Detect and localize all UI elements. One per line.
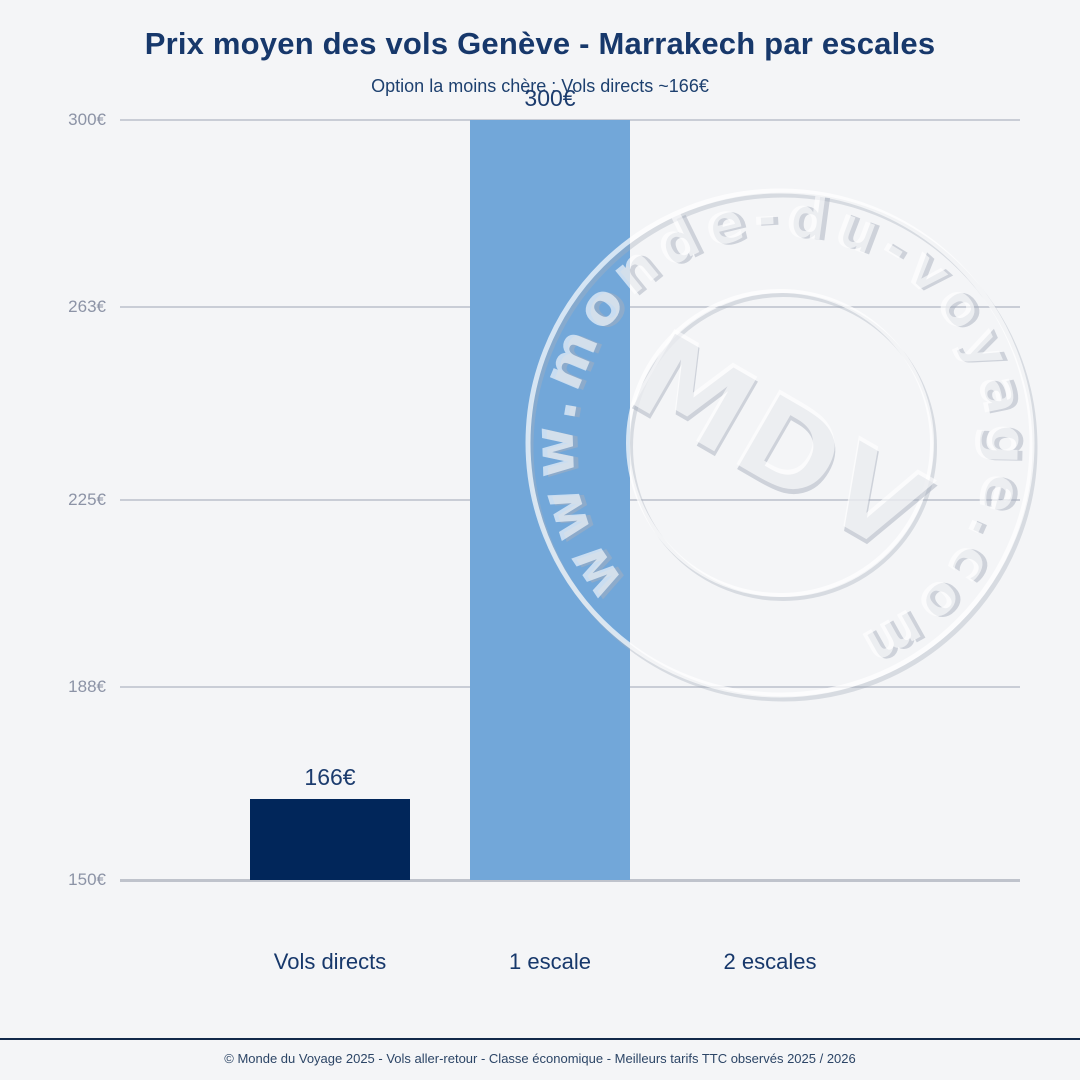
gridline-150€ — [120, 879, 1020, 882]
ytick-label-263€: 263€ — [68, 297, 106, 317]
ytick-label-188€: 188€ — [68, 677, 106, 697]
xtick-label-0: Vols directs — [273, 949, 387, 974]
bar-1 — [470, 120, 630, 880]
bar-value-label-0: 166€ — [304, 763, 356, 790]
bar-value-label-1: 300€ — [524, 85, 576, 111]
watermark-mdv-monogram: MDV MDV — [608, 303, 954, 587]
chart-title: Prix moyen des vols Genève - Marrakech p… — [144, 26, 936, 61]
footer-copyright: © Monde du Voyage 2025 - Vols aller-reto… — [224, 1051, 856, 1066]
xtick-label-2: 2 escales — [723, 949, 817, 974]
bar-0 — [250, 798, 410, 880]
xtick-label-1: 1 escale — [509, 949, 591, 974]
ytick-label-150€: 150€ — [68, 870, 106, 889]
chart-subtitle: Option la moins chère : Vols directs ~16… — [371, 76, 709, 96]
svg-text:MDV: MDV — [608, 303, 953, 582]
ytick-label-300€: 300€ — [68, 110, 106, 129]
ytick-label-225€: 225€ — [68, 490, 106, 509]
svg-text:MDV: MDV — [609, 308, 954, 587]
footer-divider — [0, 1038, 1080, 1040]
